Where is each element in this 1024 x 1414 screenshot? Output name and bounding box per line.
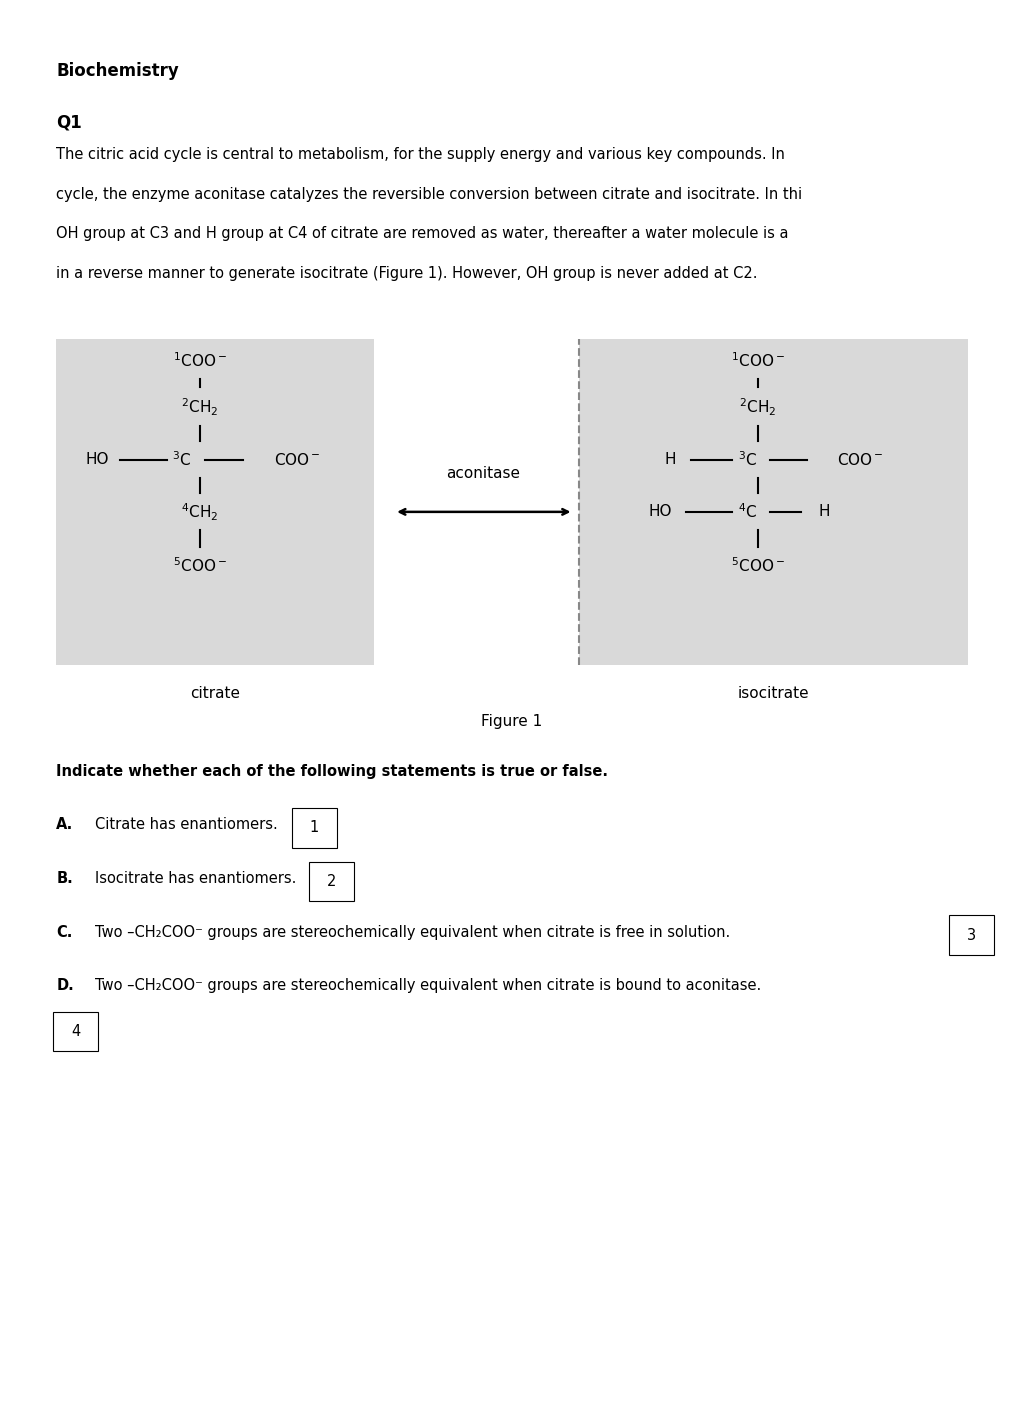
Text: Citrate has enantiomers.: Citrate has enantiomers.	[95, 817, 278, 833]
Text: isocitrate: isocitrate	[737, 686, 809, 701]
Text: HO: HO	[649, 505, 672, 519]
Text: $^5$COO$^-$: $^5$COO$^-$	[731, 556, 784, 575]
Text: in a reverse manner to generate isocitrate (Figure 1). However, OH group is neve: in a reverse manner to generate isocitra…	[56, 266, 758, 281]
Text: $^4$C: $^4$C	[738, 502, 757, 522]
Text: Q1: Q1	[56, 113, 82, 132]
FancyBboxPatch shape	[53, 1011, 98, 1051]
Text: Two –CH₂COO⁻ groups are stereochemically equivalent when citrate is free in solu: Two –CH₂COO⁻ groups are stereochemically…	[95, 925, 730, 940]
Text: $^2$CH$_2$: $^2$CH$_2$	[181, 396, 218, 419]
Text: 2: 2	[327, 874, 337, 889]
Text: 1: 1	[309, 820, 319, 836]
Text: The citric acid cycle is central to metabolism, for the supply energy and variou: The citric acid cycle is central to meta…	[56, 147, 785, 163]
Text: $^3$C: $^3$C	[738, 450, 757, 469]
Text: Isocitrate has enantiomers.: Isocitrate has enantiomers.	[95, 871, 297, 887]
Text: 3: 3	[968, 928, 976, 943]
Text: D.: D.	[56, 978, 74, 994]
Text: COO$^-$: COO$^-$	[273, 451, 321, 468]
Text: aconitase: aconitase	[446, 465, 520, 481]
FancyBboxPatch shape	[949, 915, 994, 954]
FancyBboxPatch shape	[309, 861, 354, 901]
Text: Indicate whether each of the following statements is true or false.: Indicate whether each of the following s…	[56, 764, 608, 779]
Text: citrate: citrate	[190, 686, 240, 701]
Text: $^2$CH$_2$: $^2$CH$_2$	[739, 396, 776, 419]
Text: Two –CH₂COO⁻ groups are stereochemically equivalent when citrate is bound to aco: Two –CH₂COO⁻ groups are stereochemically…	[95, 978, 762, 994]
Text: H: H	[665, 452, 677, 467]
Text: COO$^-$: COO$^-$	[837, 451, 884, 468]
FancyBboxPatch shape	[579, 339, 968, 665]
Text: HO: HO	[86, 452, 109, 467]
Text: C.: C.	[56, 925, 73, 940]
Text: $^5$COO$^-$: $^5$COO$^-$	[173, 556, 226, 575]
Text: OH group at C3 and H group at C4 of citrate are removed as water, thereafter a w: OH group at C3 and H group at C4 of citr…	[56, 226, 788, 242]
Text: H: H	[818, 505, 830, 519]
Text: $^1$COO$^-$: $^1$COO$^-$	[731, 351, 784, 370]
Text: A.: A.	[56, 817, 74, 833]
Text: $^4$CH$_2$: $^4$CH$_2$	[181, 501, 218, 523]
FancyBboxPatch shape	[56, 339, 374, 665]
Text: Biochemistry: Biochemistry	[56, 62, 179, 81]
FancyBboxPatch shape	[292, 807, 337, 847]
Text: B.: B.	[56, 871, 73, 887]
Text: $^3$C: $^3$C	[172, 450, 190, 469]
Text: cycle, the enzyme aconitase catalyzes the reversible conversion between citrate : cycle, the enzyme aconitase catalyzes th…	[56, 187, 803, 202]
Text: Figure 1: Figure 1	[481, 714, 543, 730]
Text: 4: 4	[71, 1024, 81, 1039]
Text: $^1$COO$^-$: $^1$COO$^-$	[173, 351, 226, 370]
